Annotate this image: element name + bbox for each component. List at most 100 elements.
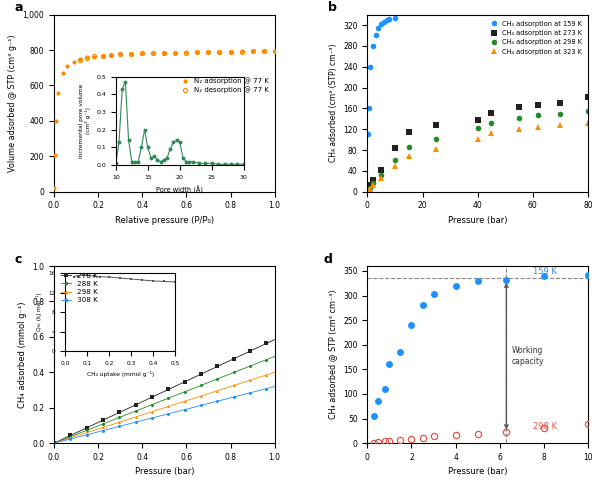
N₂ adsorption @ 77 K [271, 48, 278, 54]
N₂ adsorption @ 77 K [108, 52, 115, 58]
278 K [50, 440, 58, 446]
Text: a: a [14, 1, 23, 14]
N₂ adsorption @ 77 K [205, 49, 212, 55]
N₂ desorption @ 77 K [227, 49, 234, 55]
308 K [132, 419, 139, 425]
N₂ adsorption @ 77 K [183, 49, 190, 55]
288 K [271, 354, 278, 359]
CH₄ adsorption at 273 K [369, 177, 376, 183]
Line: 288 K: 288 K [52, 355, 276, 445]
N₂ adsorption @ 77 K [161, 50, 168, 56]
Y-axis label: Volume adsorbed @ STP (cm³ g⁻¹): Volume adsorbed @ STP (cm³ g⁻¹) [8, 35, 17, 172]
CH₄ adsorption at 159 K [386, 16, 393, 22]
N₂ desorption @ 77 K [139, 51, 146, 56]
X-axis label: Pressure (bar): Pressure (bar) [134, 468, 194, 476]
288 K [75, 431, 82, 436]
N₂ adsorption @ 77 K [116, 51, 124, 57]
N₂ desorption @ 77 K [83, 55, 91, 61]
Y-axis label: CH₄ adsorbed (cm³ (STP) cm⁻³): CH₄ adsorbed (cm³ (STP) cm⁻³) [329, 44, 338, 163]
CH₄ adsorption at 273 K [391, 146, 398, 151]
CH₄ adsorption at 298 K [488, 120, 495, 126]
Legend: CH₄ adsorption at 159 K, CH₄ adsorption at 273 K, CH₄ adsorption at 298 K, CH₄ a: CH₄ adsorption at 159 K, CH₄ adsorption … [488, 18, 584, 57]
Line: 278 K: 278 K [52, 338, 276, 445]
CH₄ adsorption at 273 K [367, 183, 374, 188]
CH₄ adsorption at 273 K [584, 94, 592, 100]
308 K [50, 440, 58, 446]
CH₄ adsorption at 323 K [367, 186, 374, 191]
CH₄ adsorption at 273 K [377, 167, 385, 173]
N₂ adsorption @ 77 K [238, 49, 245, 55]
CH₄ adsorption at 159 K [364, 131, 371, 137]
N₂ adsorption @ 77 K [70, 58, 77, 64]
N₂ desorption @ 77 K [161, 50, 168, 56]
CH₄ adsorption at 298 K [405, 145, 412, 150]
CH₄ adsorption at 323 K [369, 183, 376, 188]
N₂ desorption @ 77 K [194, 49, 201, 55]
278 K [247, 348, 254, 354]
N₂ desorption @ 77 K [183, 50, 190, 56]
N₂ desorption @ 77 K [116, 51, 124, 57]
Y-axis label: CH₄ adsorbed (mmol g⁻¹): CH₄ adsorbed (mmol g⁻¹) [17, 301, 26, 408]
298 K [267, 371, 274, 376]
N₂ adsorption @ 77 K [227, 49, 234, 55]
CH₄ adsorption at 159 K [367, 64, 374, 70]
CH₄ adsorption at 159 K [375, 25, 382, 31]
CH₄ adsorption at 323 K [488, 131, 495, 136]
CH₄ adsorption at 273 K [365, 186, 373, 191]
N₂ adsorption @ 77 K [139, 51, 146, 56]
288 K [247, 363, 254, 369]
298 K [247, 377, 254, 383]
CH₄ adsorption at 273 K [365, 187, 372, 193]
Line: CH₄ adsorption at 159 K: CH₄ adsorption at 159 K [365, 15, 398, 137]
Legend: N₂ adsorption @ 77 K, N₂ desorption @ 77 K: N₂ adsorption @ 77 K, N₂ desorption @ 77… [179, 75, 271, 96]
298 K [91, 427, 98, 433]
CH₄ adsorption at 298 K [377, 172, 385, 178]
298 K [104, 423, 111, 429]
CH₄ adsorption at 323 K [433, 146, 440, 152]
CH₄ adsorption at 273 K [535, 102, 542, 108]
N₂ desorption @ 77 K [172, 50, 179, 56]
Text: Working
capacity: Working capacity [512, 346, 544, 366]
CH₄ adsorption at 159 K [372, 33, 379, 38]
288 K [132, 408, 139, 414]
N₂ desorption @ 77 K [90, 54, 97, 59]
N₂ adsorption @ 77 K [50, 185, 58, 191]
278 K [267, 338, 274, 344]
308 K [104, 427, 111, 432]
Line: CH₄ adsorption at 323 K: CH₄ adsorption at 323 K [365, 120, 591, 194]
CH₄ adsorption at 159 K [369, 43, 376, 49]
N₂ desorption @ 77 K [128, 51, 135, 56]
CH₄ adsorption at 323 K [535, 124, 542, 130]
Text: b: b [328, 1, 337, 14]
CH₄ adsorption at 298 K [535, 112, 542, 118]
Text: c: c [14, 253, 22, 265]
N₂ adsorption @ 77 K [99, 53, 106, 58]
Line: CH₄ adsorption at 273 K: CH₄ adsorption at 273 K [365, 94, 591, 193]
X-axis label: Relative pressure (P/P₀): Relative pressure (P/P₀) [115, 216, 214, 225]
N₂ adsorption @ 77 K [77, 56, 84, 62]
288 K [104, 419, 111, 425]
N₂ adsorption @ 77 K [128, 51, 135, 56]
Legend: 278 K, 288 K, 298 K, 308 K: 278 K, 288 K, 298 K, 308 K [58, 270, 101, 306]
CH₄ adsorption at 323 K [584, 120, 592, 126]
CH₄ adsorption at 159 K [365, 106, 373, 112]
CH₄ adsorption at 273 K [557, 100, 564, 106]
288 K [91, 424, 98, 430]
CH₄ adsorption at 273 K [515, 104, 523, 110]
CH₄ adsorption at 323 K [474, 136, 481, 142]
CH₄ adsorption at 298 K [367, 185, 374, 190]
Line: 298 K: 298 K [52, 371, 276, 445]
288 K [267, 355, 274, 361]
CH₄ adsorption at 298 K [365, 187, 372, 193]
CH₄ adsorption at 273 K [474, 117, 481, 123]
N₂ adsorption @ 77 K [52, 151, 59, 157]
CH₄ adsorption at 273 K [405, 129, 412, 135]
CH₄ adsorption at 323 K [391, 163, 398, 169]
N₂ adsorption @ 77 K [149, 50, 157, 56]
N₂ adsorption @ 77 K [55, 90, 62, 95]
Text: 159 K: 159 K [533, 267, 557, 276]
CH₄ adsorption at 298 K [391, 157, 398, 163]
CH₄ adsorption at 298 K [433, 136, 440, 142]
CH₄ adsorption at 323 K [365, 187, 373, 193]
Text: d: d [323, 253, 332, 265]
